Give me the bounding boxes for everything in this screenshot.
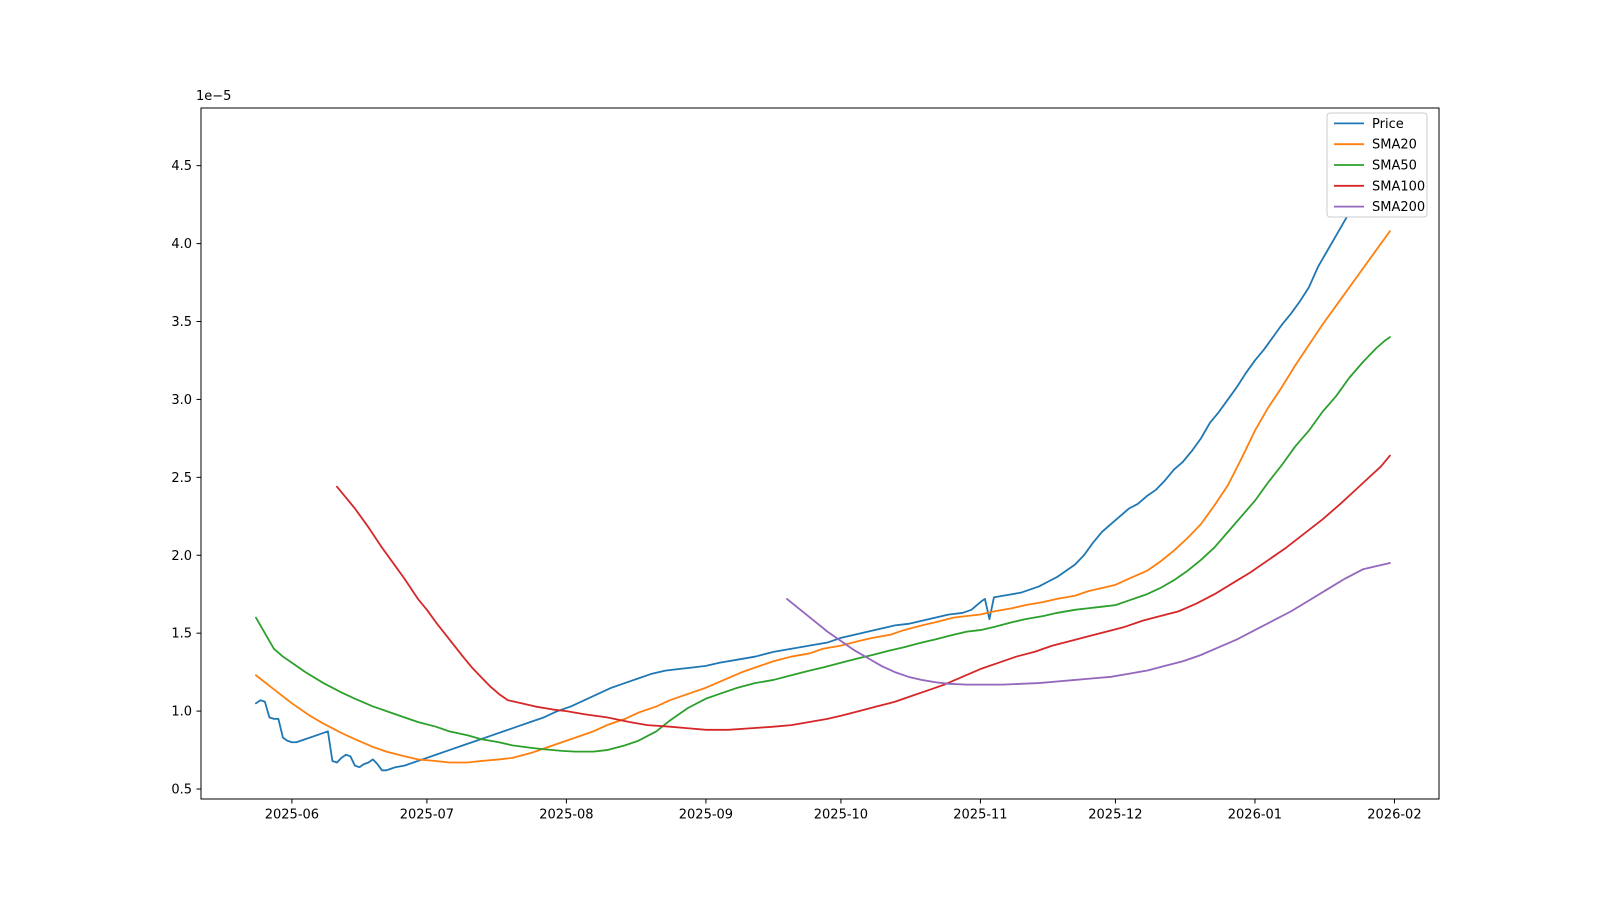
series-line-sma100 [336,454,1391,731]
y-tick-label: 0.5 [171,783,192,798]
x-tick-label: 2025-07 [400,808,454,823]
x-tick-label: 2026-02 [1367,808,1421,823]
y-axis-offset-label: 1e−5 [196,89,231,104]
y-tick-label: 3.5 [171,315,192,330]
plot-area-spines [200,107,1440,800]
series-line-sma200 [786,562,1391,686]
y-tick-label: 2.5 [171,471,192,486]
x-tick-label: 2026-01 [1228,808,1282,823]
x-tick-label: 2025-10 [814,808,868,823]
y-tick-label: 2.0 [171,549,192,564]
y-tick-label: 1.5 [171,627,192,642]
legend-label-sma100: SMA100 [1372,179,1425,194]
series-line-sma20 [254,230,1391,764]
x-tick-label: 2025-06 [265,808,319,823]
legend-box [1326,112,1428,218]
y-tick-label: 4.5 [171,159,192,174]
y-tick-label: 4.0 [171,237,192,252]
y-tick-label: 1.0 [171,705,192,720]
legend-label-sma20: SMA20 [1372,138,1417,153]
legend-label-price: Price [1372,117,1404,132]
x-tick-label: 2025-11 [953,808,1007,823]
series-line-price [254,141,1391,772]
x-tick-label: 2025-08 [539,808,593,823]
x-tick-label: 2025-12 [1088,808,1142,823]
legend-label-sma200: SMA200 [1372,200,1425,215]
series-line-sma50 [254,336,1391,753]
legend-label-sma50: SMA50 [1372,159,1417,174]
y-tick-label: 3.0 [171,393,192,408]
x-tick-label: 2025-09 [679,808,733,823]
